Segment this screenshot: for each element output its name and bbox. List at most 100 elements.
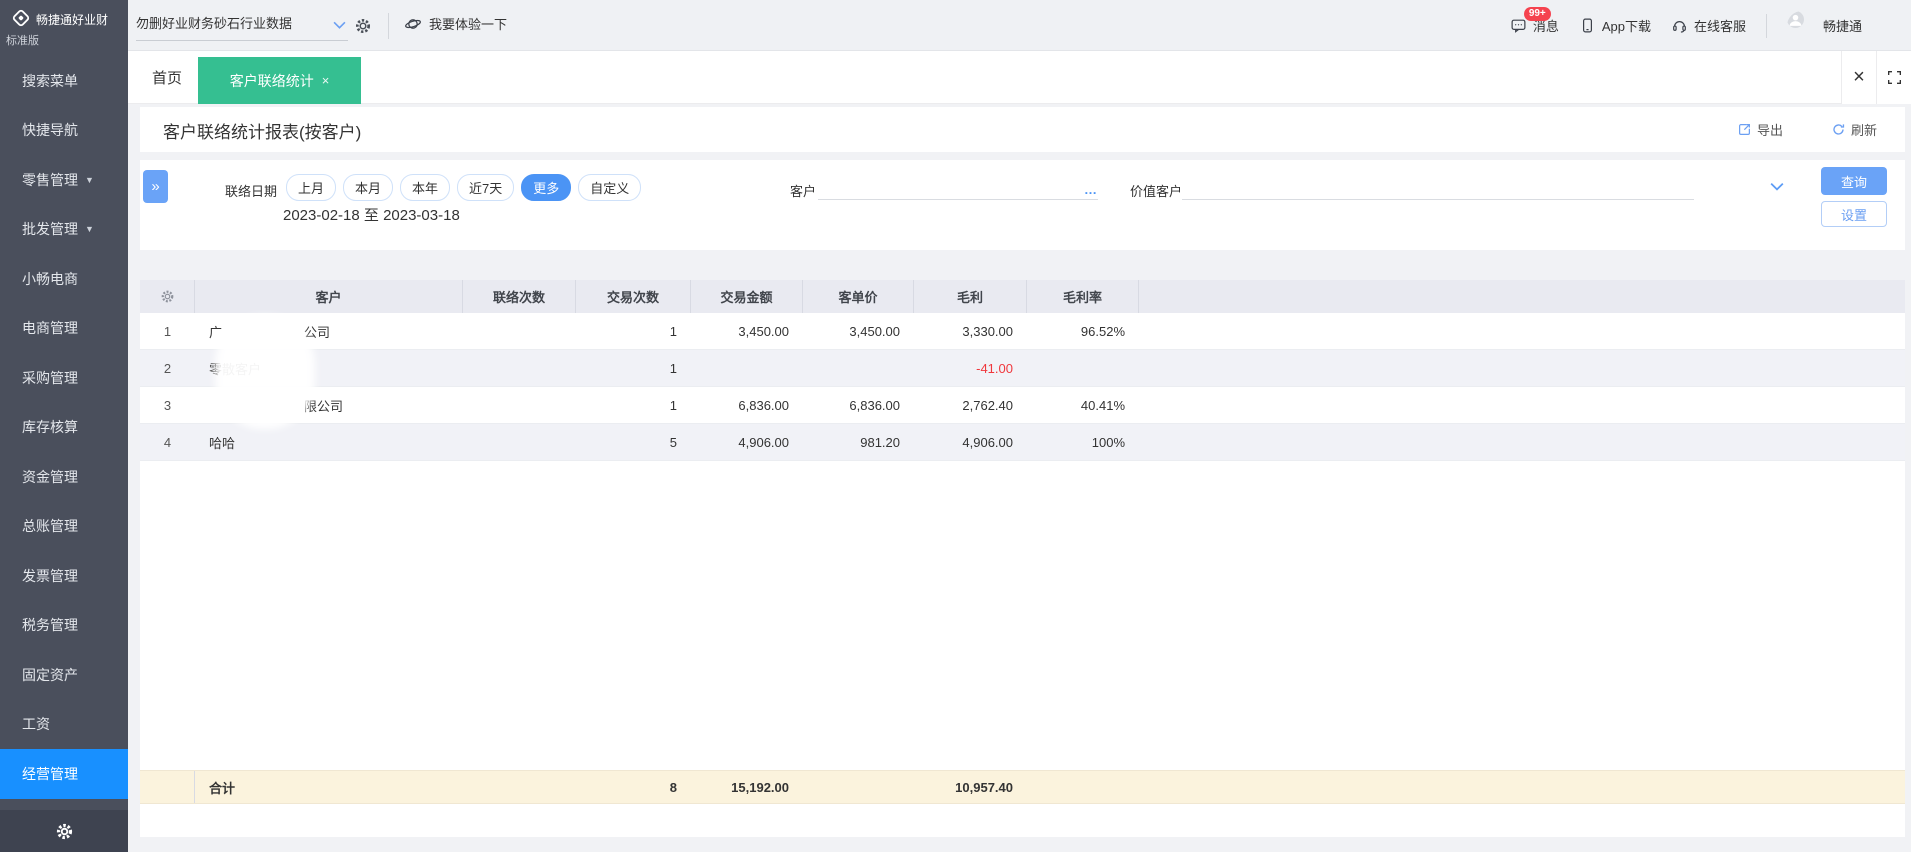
- sidebar-item-采购管理[interactable]: 采购管理: [0, 353, 128, 403]
- customer-name-visible: 公司: [304, 325, 331, 340]
- sidebar-item-经营管理[interactable]: 经营管理: [0, 749, 128, 799]
- customer-name-visible: 哈哈: [209, 436, 236, 451]
- refresh-button[interactable]: 刷新: [1831, 120, 1877, 139]
- app-download-item[interactable]: App下载: [1579, 16, 1651, 35]
- fullscreen-icon[interactable]: [1876, 51, 1911, 104]
- sidebar-item-总账管理[interactable]: 总账管理: [0, 502, 128, 552]
- table-header-row: 客户 联络次数 交易次数 交易金额 客单价 毛利 毛利率: [140, 280, 1905, 313]
- column-header-filler: [1139, 280, 1905, 313]
- sidebar-footer: [0, 810, 128, 852]
- sidebar-item-label: 搜索菜单: [22, 72, 78, 89]
- filler-cell: [1139, 350, 1905, 387]
- summary-gross-profit: 10,957.40: [955, 779, 1013, 795]
- sidebar-item-快捷导航[interactable]: 快捷导航: [0, 106, 128, 156]
- org-dropdown[interactable]: 勿删好业财务砂石行业数据: [136, 9, 348, 41]
- sidebar-item-零售管理[interactable]: 零售管理 ▼: [0, 155, 128, 205]
- customer-input[interactable]: …: [818, 176, 1098, 200]
- column-header: 交易次数: [576, 280, 691, 313]
- tab-close-icon[interactable]: ×: [321, 73, 330, 88]
- date-pill-group: 上月 本月 本年 近7天 更多 自定义: [286, 174, 642, 201]
- topbar-divider: [388, 13, 389, 39]
- export-button[interactable]: 导出: [1737, 120, 1783, 139]
- summary-profit-rate: [1027, 771, 1139, 803]
- censored-gap: [209, 405, 304, 406]
- customer-name-visible: 广: [209, 325, 223, 340]
- date-pill-近7天[interactable]: 近7天: [457, 174, 515, 201]
- report-table: 客户 联络次数 交易次数 交易金额 客单价 毛利 毛利率 1 广 公司 1 3,450.00 3,45…: [140, 280, 1905, 837]
- sidebar-item-label: 固定资产: [22, 666, 78, 683]
- message-icon: [1511, 19, 1526, 33]
- topbar-divider: [1765, 13, 1767, 38]
- per-customer-price-cell: 981.20: [860, 435, 900, 450]
- date-pill-更多[interactable]: 更多: [521, 174, 572, 201]
- sidebar-item-label: 库存核算: [22, 419, 78, 436]
- per-customer-price-cell: 3,450.00: [849, 324, 900, 339]
- sidebar-item-搜索菜单[interactable]: 搜索菜单: [0, 56, 128, 106]
- customer-name-cell: 广 公司: [195, 313, 463, 350]
- trade-count-cell: 5: [669, 435, 677, 450]
- close-icon[interactable]: ×: [1841, 51, 1876, 104]
- user-account[interactable]: 畅捷通: [1786, 10, 1862, 41]
- sidebar-item-电商管理[interactable]: 电商管理: [0, 304, 128, 354]
- query-button[interactable]: 查询: [1821, 167, 1887, 195]
- summary-trade-amount: 15,192.00: [731, 779, 789, 795]
- date-pill-本月[interactable]: 本月: [343, 174, 394, 201]
- date-pill-本年[interactable]: 本年: [400, 174, 451, 201]
- online-service-item[interactable]: 在线客服: [1671, 16, 1746, 35]
- chevron-down-icon[interactable]: [1770, 182, 1784, 191]
- table-row[interactable]: 2 零散客户 1 -41.00: [140, 350, 1905, 387]
- filler-cell: [1139, 424, 1905, 461]
- column-header: 联络次数: [463, 280, 576, 313]
- sidebar-item-label: 经营管理: [22, 765, 78, 782]
- trade-count-cell: 1: [669, 324, 677, 339]
- gross-profit-cell: 2,762.40: [962, 398, 1013, 413]
- sidebar-item-label: 工资: [22, 716, 50, 733]
- sidebar-item-固定资产[interactable]: 固定资产: [0, 650, 128, 700]
- tab-home[interactable]: 首页: [152, 70, 183, 87]
- caret-down-icon: ▼: [85, 224, 94, 235]
- gear-icon[interactable]: [55, 822, 74, 841]
- trade-amount-cell: 4,906.00: [738, 435, 789, 450]
- sidebar-item-label: 税务管理: [22, 617, 78, 634]
- sidebar-item-发票管理[interactable]: 发票管理: [0, 551, 128, 601]
- sidebar-item-label: 发票管理: [22, 567, 78, 584]
- customer-picker-ellipsis[interactable]: …: [1084, 182, 1098, 197]
- date-pill-自定义[interactable]: 自定义: [578, 174, 642, 201]
- table-settings-gear-icon[interactable]: [140, 280, 195, 313]
- customer-name-cell: 零散客户: [195, 350, 463, 387]
- profit-rate-cell: 100%: [1091, 435, 1125, 450]
- refresh-icon: [1833, 124, 1845, 135]
- customer-name-visible: 零散客户: [209, 362, 262, 377]
- profit-rate-cell: 40.41%: [1080, 398, 1125, 413]
- sidebar-item-小畅电商[interactable]: 小畅电商: [0, 254, 128, 304]
- table-row[interactable]: 3 限公司 1 6,836.00 6,836.00 2,762.40 40.41%: [140, 387, 1905, 424]
- sidebar-item-批发管理[interactable]: 批发管理 ▼: [0, 205, 128, 255]
- tab-label: 客户联络统计: [229, 72, 314, 89]
- sidebar-item-工资[interactable]: 工资: [0, 700, 128, 750]
- row-number: 4: [163, 435, 172, 450]
- settings-gear-icon[interactable]: [354, 17, 372, 35]
- settings-button[interactable]: 设置: [1821, 201, 1887, 227]
- sidebar-item-库存核算[interactable]: 库存核算: [0, 403, 128, 453]
- trade-amount-cell: [691, 350, 803, 387]
- app-download-label: App下载: [1601, 19, 1651, 34]
- date-pill-上月[interactable]: 上月: [286, 174, 337, 201]
- org-dropdown-value: 勿删好业财务砂石行业数据: [136, 16, 293, 31]
- table-row[interactable]: 1 广 公司 1 3,450.00 3,450.00 3,330.00 96.52%: [140, 313, 1905, 350]
- row-number: 1: [163, 324, 172, 339]
- messages-item[interactable]: 消息 99+: [1510, 7, 1559, 35]
- summary-label: 合计: [209, 780, 236, 796]
- sidebar-item-label: 零售管理: [22, 171, 78, 188]
- sidebar-item-税务管理[interactable]: 税务管理: [0, 601, 128, 651]
- value-customer-select[interactable]: [1182, 176, 1694, 200]
- trade-count-cell: 1: [669, 398, 677, 413]
- tab-customer-contact-stats[interactable]: 客户联络统计 ×: [198, 57, 361, 104]
- sidebar-item-label: 总账管理: [22, 518, 78, 535]
- collapse-filter-button[interactable]: »: [143, 170, 168, 203]
- sidebar-item-资金管理[interactable]: 资金管理: [0, 452, 128, 502]
- table-row[interactable]: 4 哈哈 5 4,906.00 981.20 4,906.00 100%: [140, 424, 1905, 461]
- username: 畅捷通: [1822, 19, 1862, 34]
- filler-cell: [1139, 387, 1905, 424]
- experience-link[interactable]: 我要体验一下: [404, 14, 507, 33]
